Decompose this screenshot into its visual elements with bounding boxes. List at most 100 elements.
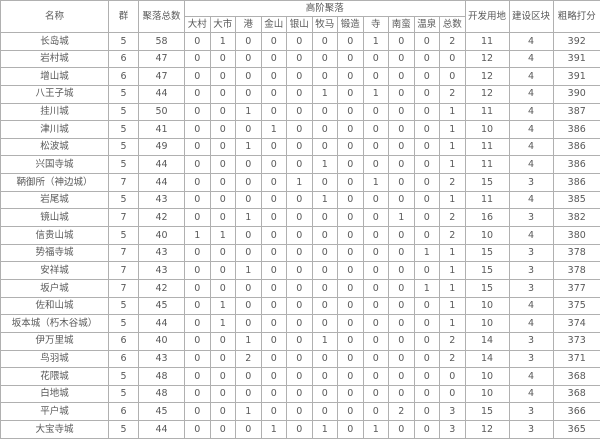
cell-dev-land: 11 [465,33,509,51]
cell-high-davillage: 1 [185,227,211,245]
cell-group: 5 [109,33,139,51]
cell-name: 平户城 [1,403,109,421]
column-header-rough-score: 粗略打分 [553,1,600,33]
cell-rough-score: 391 [553,50,600,68]
cell-rough-score: 371 [553,350,600,368]
cell-high-temple: 1 [363,33,389,51]
cell-high-damarket: 0 [210,421,236,439]
cell-name: 津川城 [1,121,109,139]
cell-high-forge: 0 [338,279,364,297]
cell-high-hotspring: 0 [414,262,440,280]
cell-high-forge: 0 [338,85,364,103]
cell-high-goldmine: 0 [261,85,287,103]
cell-high-port: 1 [236,103,262,121]
cell-name: 坂本城（朽木谷城） [1,315,109,333]
cell-rough-score: 378 [553,262,600,280]
cell-high-port: 0 [236,156,262,174]
cell-settlement-total: 47 [139,68,185,86]
column-header-build-blocks: 建设区块 [509,1,553,33]
cell-build-blocks: 4 [509,103,553,121]
cell-high-damarket: 0 [210,68,236,86]
cell-high-damarket: 1 [210,227,236,245]
cell-high-goldmine: 0 [261,368,287,386]
cell-dev-land: 12 [465,50,509,68]
cell-build-blocks: 4 [509,138,553,156]
cell-high-forge: 0 [338,385,364,403]
cell-name: 鸟羽城 [1,350,109,368]
cell-high-damarket: 0 [210,191,236,209]
subheader-cell: 总数 [440,17,466,33]
cell-high-hotspring: 0 [414,191,440,209]
cell-high-silvermine: 0 [287,191,313,209]
cell-high-temple: 0 [363,244,389,262]
cell-high-temple: 0 [363,191,389,209]
cell-high-silvermine: 0 [287,156,313,174]
cell-high-total: 1 [440,156,466,174]
cell-rough-score: 391 [553,68,600,86]
cell-name: 增山城 [1,68,109,86]
cell-high-goldmine: 0 [261,191,287,209]
cell-build-blocks: 3 [509,279,553,297]
cell-high-damarket: 0 [210,262,236,280]
cell-high-temple: 0 [363,315,389,333]
cell-settlement-total: 49 [139,138,185,156]
cell-high-silvermine: 0 [287,121,313,139]
cell-high-horse: 0 [312,385,338,403]
cell-high-port: 1 [236,209,262,227]
cell-high-damarket: 0 [210,174,236,192]
cell-settlement-total: 43 [139,262,185,280]
cell-settlement-total: 48 [139,385,185,403]
cell-high-davillage: 0 [185,50,211,68]
cell-high-horse: 0 [312,279,338,297]
cell-high-total: 1 [440,191,466,209]
cell-high-damarket: 0 [210,385,236,403]
cell-group: 7 [109,262,139,280]
cell-high-hotspring: 0 [414,209,440,227]
cell-high-forge: 0 [338,227,364,245]
cell-high-goldmine: 1 [261,121,287,139]
cell-high-nanban: 0 [389,385,415,403]
cell-high-total: 2 [440,332,466,350]
cell-high-horse: 0 [312,244,338,262]
cell-high-nanban: 0 [389,315,415,333]
cell-dev-land: 12 [465,68,509,86]
cell-name: 松波城 [1,138,109,156]
cell-high-damarket: 0 [210,103,236,121]
cell-high-port: 0 [236,279,262,297]
cell-rough-score: 366 [553,403,600,421]
cell-high-davillage: 0 [185,262,211,280]
cell-high-davillage: 0 [185,385,211,403]
cell-high-port: 0 [236,385,262,403]
cell-high-nanban: 0 [389,121,415,139]
cell-dev-land: 10 [465,368,509,386]
cell-high-forge: 0 [338,174,364,192]
cell-build-blocks: 3 [509,403,553,421]
cell-name: 挂川城 [1,103,109,121]
cell-high-horse: 0 [312,209,338,227]
cell-high-hotspring: 0 [414,385,440,403]
cell-high-damarket: 0 [210,138,236,156]
cell-rough-score: 365 [553,421,600,439]
cell-high-temple: 0 [363,227,389,245]
cell-dev-land: 11 [465,103,509,121]
cell-high-davillage: 0 [185,138,211,156]
cell-high-total: 0 [440,68,466,86]
cell-high-goldmine: 0 [261,332,287,350]
cell-high-horse: 0 [312,103,338,121]
cell-high-nanban: 0 [389,156,415,174]
cell-name: 镜山城 [1,209,109,227]
cell-high-nanban: 0 [389,33,415,51]
cell-high-silvermine: 0 [287,297,313,315]
cell-group: 5 [109,297,139,315]
cell-high-forge: 0 [338,244,364,262]
cell-name: 佐和山城 [1,297,109,315]
cell-group: 6 [109,50,139,68]
cell-build-blocks: 4 [509,68,553,86]
cell-build-blocks: 3 [509,209,553,227]
cell-dev-land: 15 [465,174,509,192]
